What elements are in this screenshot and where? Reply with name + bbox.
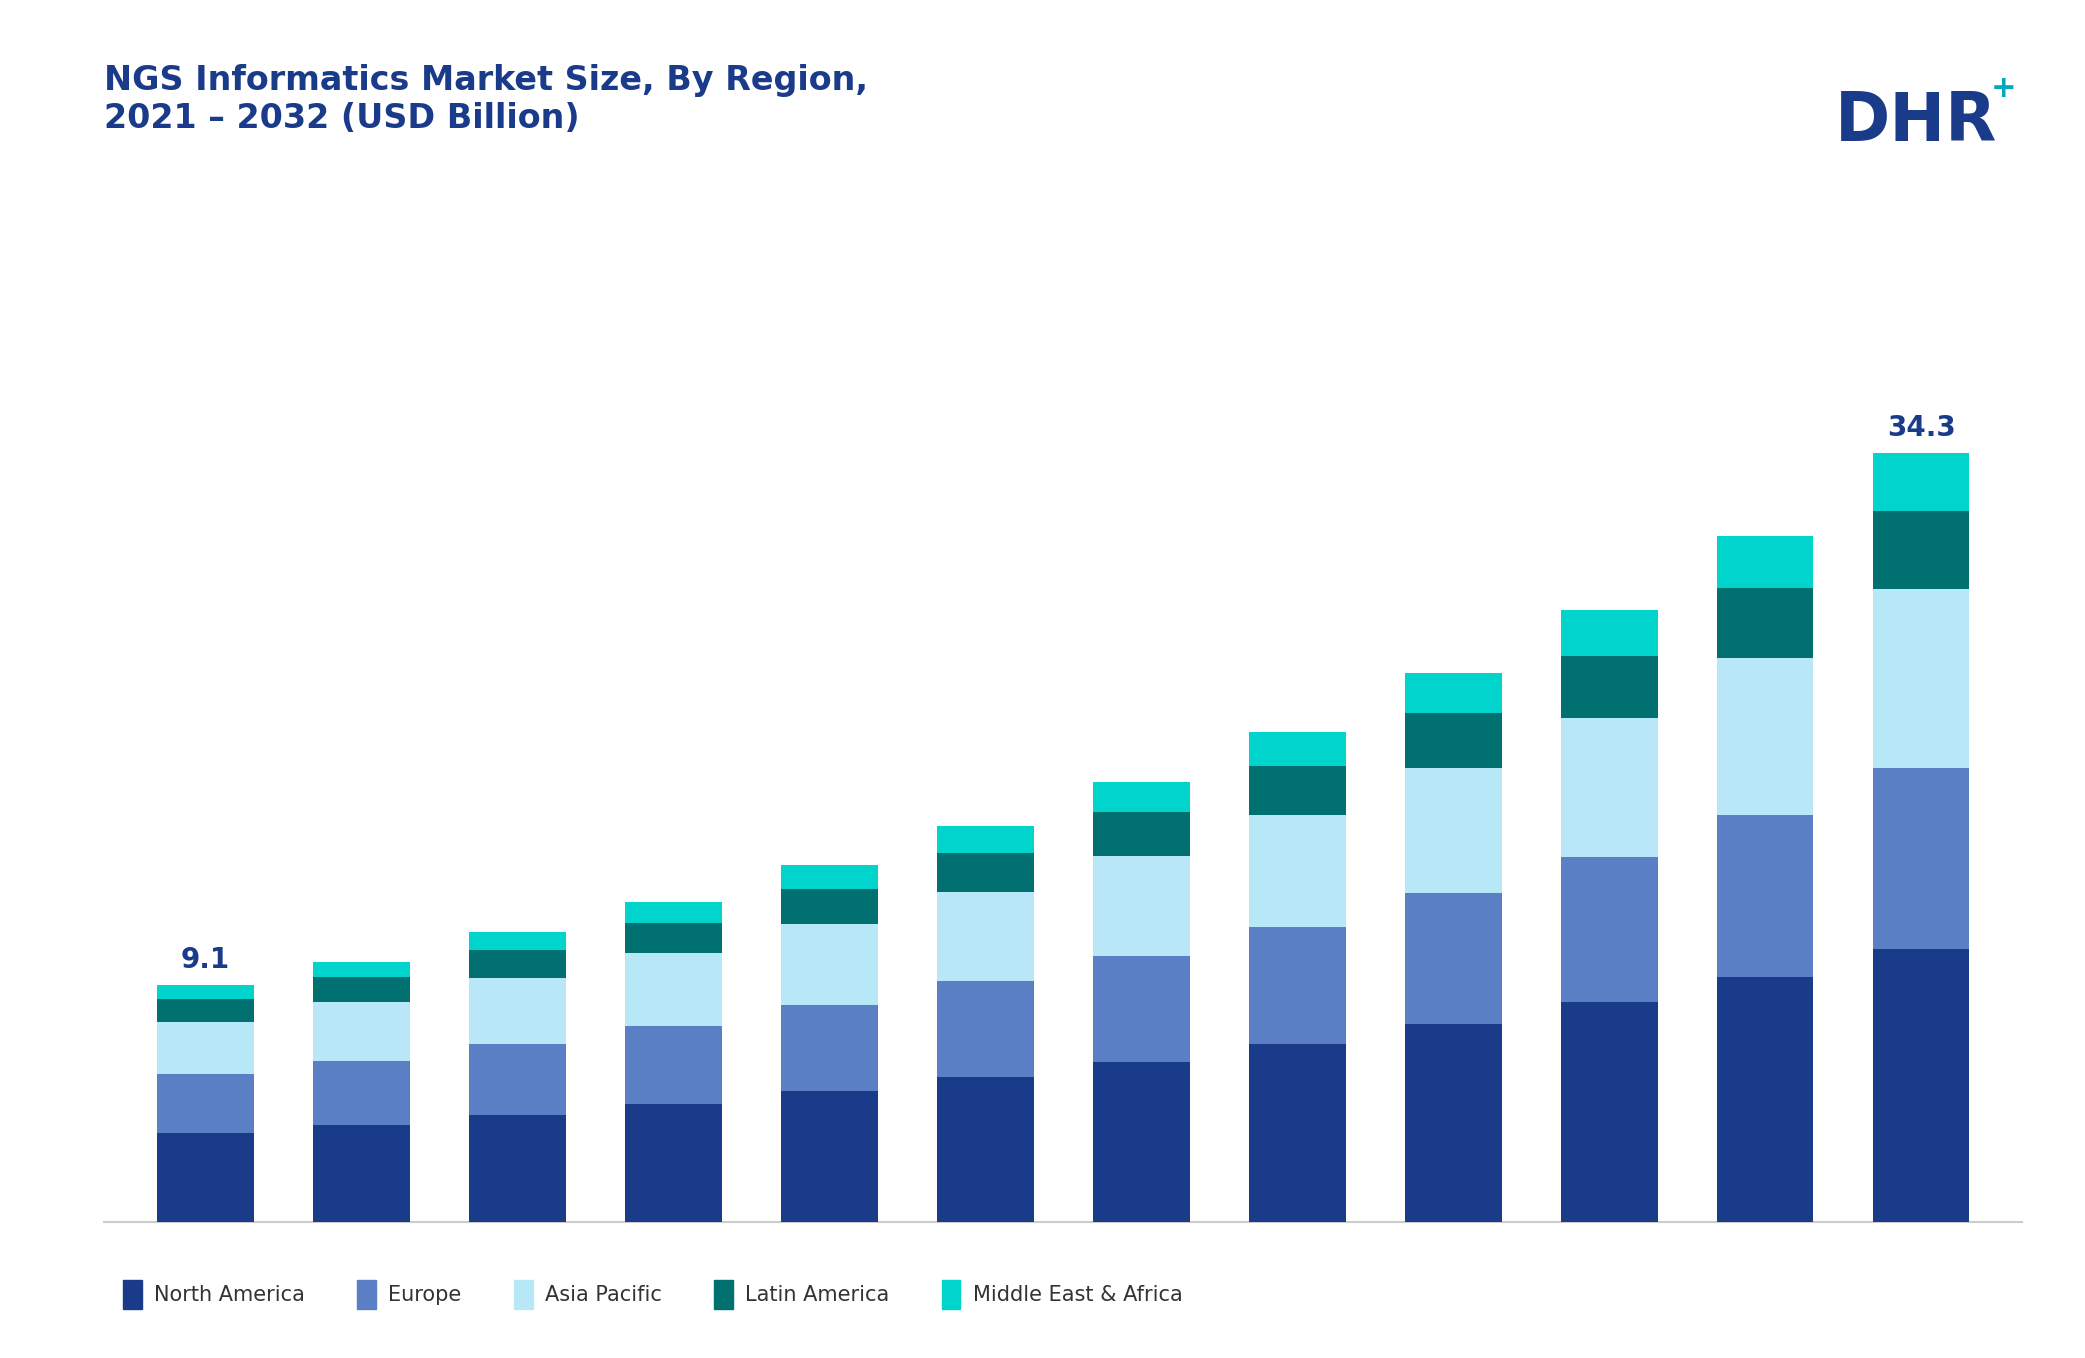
Bar (1716, 588, 1814, 657)
Legend: North America, Europe, Asia Pacific, Latin America, Middle East & Africa: North America, Europe, Asia Pacific, Lat… (115, 1271, 1191, 1317)
Bar (1093, 782, 1191, 812)
Bar (1093, 1062, 1191, 1222)
Bar (1093, 856, 1191, 956)
Bar (1405, 674, 1501, 713)
Bar (1249, 766, 1345, 815)
Bar (1562, 1002, 1658, 1222)
Bar (1872, 452, 1970, 512)
Bar (936, 1077, 1034, 1222)
Bar (1716, 976, 1814, 1222)
Bar (469, 933, 565, 951)
Bar (782, 889, 878, 923)
Bar (1249, 815, 1345, 926)
Bar (1405, 713, 1501, 767)
Bar (1872, 512, 1970, 589)
Text: NGS Informatics Market Size, By Region,
2021 – 2032 (USD Billion): NGS Informatics Market Size, By Region, … (104, 64, 867, 136)
Bar (936, 853, 1034, 892)
Bar (1716, 536, 1814, 588)
Bar (313, 1061, 411, 1124)
Bar (626, 922, 721, 953)
Bar (1562, 857, 1658, 1002)
Bar (469, 978, 565, 1044)
Bar (1249, 732, 1345, 766)
Bar (313, 1002, 411, 1061)
Bar (1093, 812, 1191, 856)
Bar (782, 865, 878, 889)
Bar (313, 1124, 411, 1222)
Bar (156, 986, 254, 999)
Bar (156, 1021, 254, 1074)
Bar (313, 976, 411, 1002)
Bar (1405, 894, 1501, 1024)
Bar (936, 892, 1034, 980)
Bar (1562, 717, 1658, 857)
Text: 9.1: 9.1 (181, 947, 229, 974)
Bar (156, 999, 254, 1021)
Text: DHR: DHR (1835, 90, 1997, 155)
Bar (156, 1074, 254, 1133)
Bar (469, 1115, 565, 1222)
Bar (936, 827, 1034, 853)
Bar (1562, 656, 1658, 717)
Bar (626, 1025, 721, 1104)
Bar (1249, 926, 1345, 1044)
Bar (1249, 1044, 1345, 1222)
Bar (1562, 610, 1658, 656)
Bar (782, 1005, 878, 1092)
Bar (626, 1104, 721, 1222)
Bar (782, 923, 878, 1005)
Bar (1872, 767, 1970, 949)
Bar (626, 953, 721, 1025)
Bar (1716, 657, 1814, 815)
Bar (1716, 815, 1814, 976)
Bar (469, 1044, 565, 1115)
Bar (1405, 1024, 1501, 1222)
Bar (626, 902, 721, 922)
Bar (1872, 589, 1970, 767)
Bar (936, 980, 1034, 1077)
Text: +: + (1991, 73, 2016, 103)
Bar (1405, 767, 1501, 894)
Bar (1872, 949, 1970, 1222)
Bar (313, 961, 411, 976)
Bar (1093, 956, 1191, 1062)
Text: 34.3: 34.3 (1887, 414, 1956, 441)
Bar (782, 1092, 878, 1222)
Bar (469, 951, 565, 978)
Bar (156, 1133, 254, 1222)
